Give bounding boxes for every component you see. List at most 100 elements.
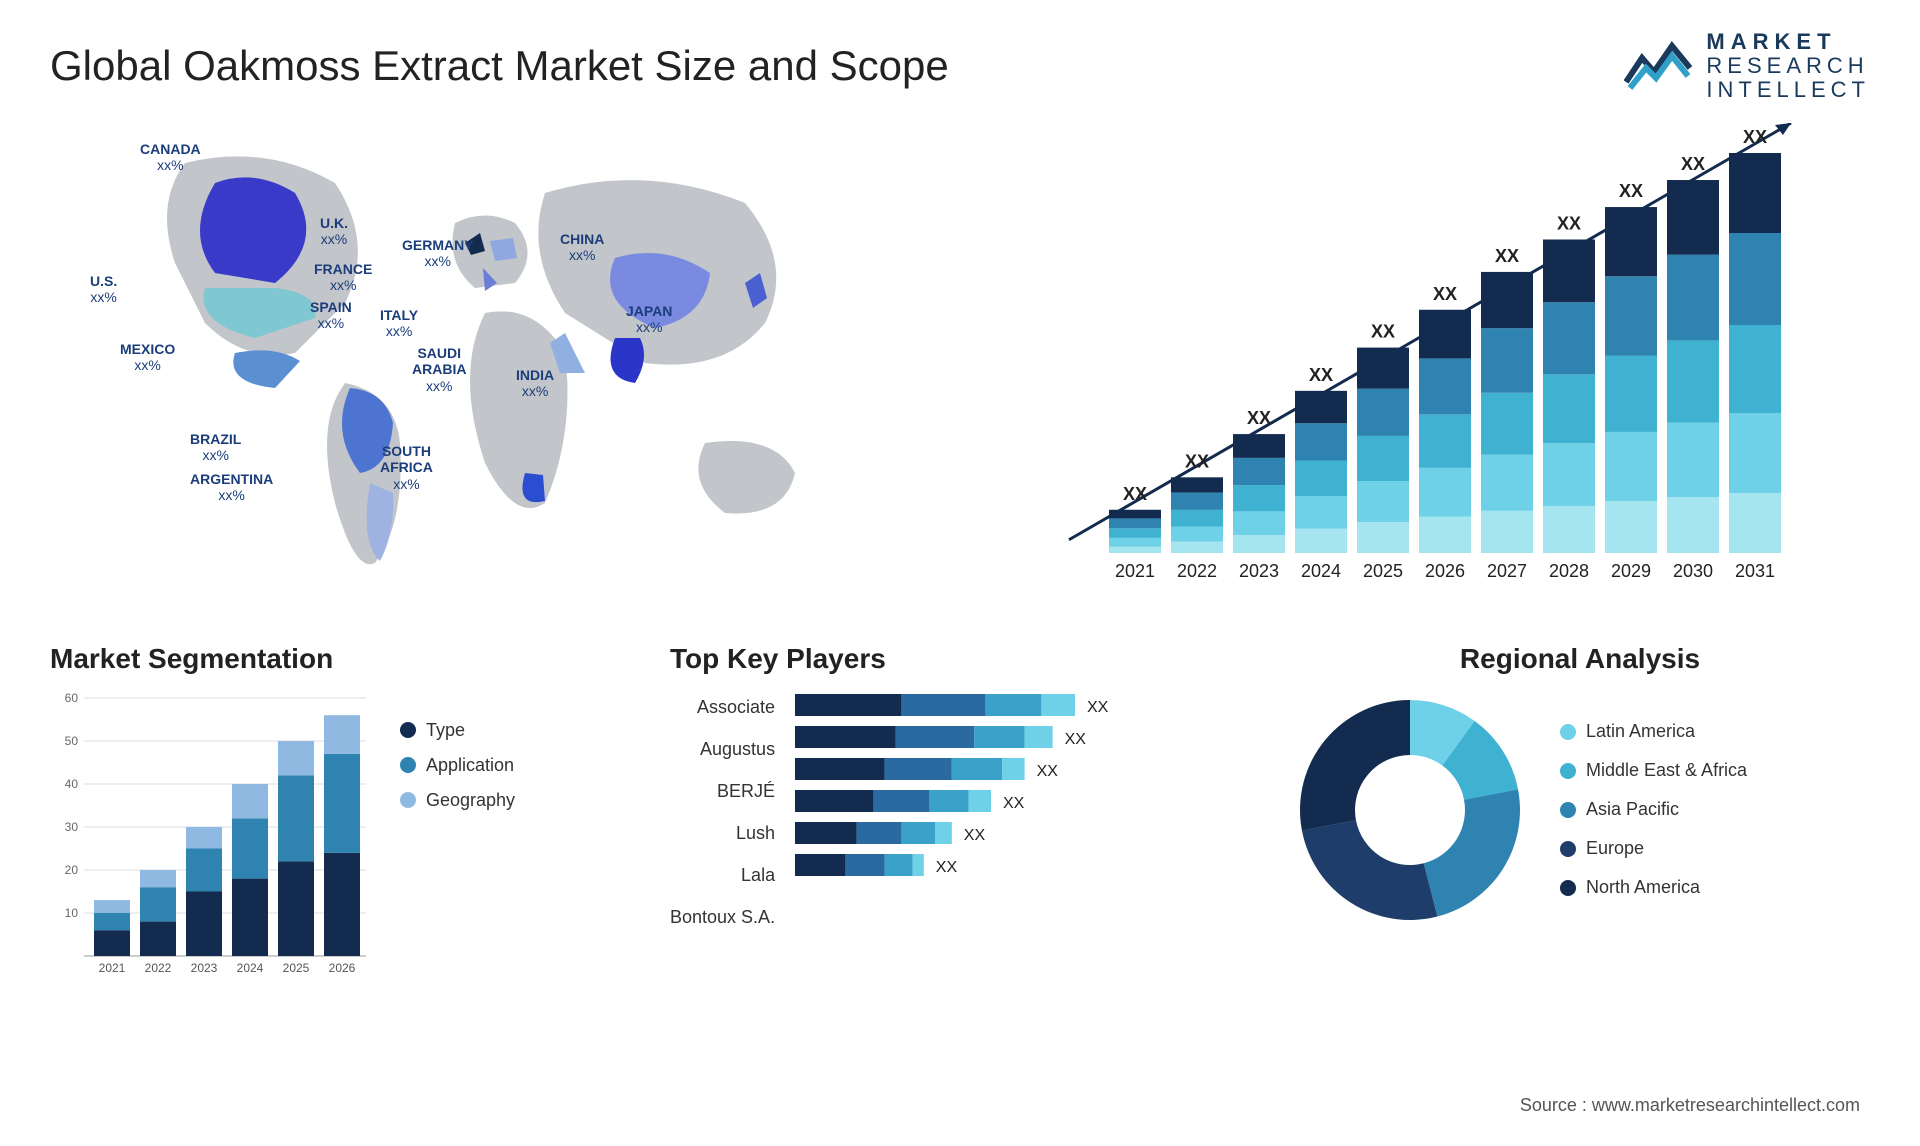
player-name: Lala (670, 860, 775, 892)
legend-label: Application (426, 755, 514, 776)
regional-body: Latin America Middle East & Africa Asia Pa… (1290, 690, 1870, 930)
player-name: BERJÉ (670, 776, 775, 808)
map-label-south-africa: SOUTHAFRICAxx% (380, 443, 433, 493)
legend-swatch (1560, 841, 1576, 857)
regional-title: Regional Analysis (1290, 643, 1870, 675)
bottom-row: Market Segmentation 10203040506020212022… (50, 643, 1870, 980)
svg-text:XX: XX (1087, 699, 1109, 716)
regional-legend-item: North America (1560, 877, 1747, 898)
brand-logo: MARKET RESEARCH INTELLECT (1624, 30, 1870, 103)
map-label-italy: ITALYxx% (380, 307, 418, 341)
key-players-title: Top Key Players (670, 643, 1250, 675)
legend-swatch (1560, 802, 1576, 818)
regional-legend-item: Asia Pacific (1560, 799, 1747, 820)
map-label-japan: JAPANxx% (626, 303, 672, 337)
svg-text:XX: XX (1495, 245, 1519, 265)
logo-line-1: MARKET (1706, 30, 1870, 54)
legend-swatch (400, 792, 416, 808)
svg-text:2028: 2028 (1549, 561, 1589, 581)
svg-text:2027: 2027 (1487, 561, 1527, 581)
growth-chart-panel: XX2021XX2022XX2023XX2024XX2025XX2026XX20… (980, 123, 1870, 603)
logo-line-3: INTELLECT (1706, 78, 1870, 102)
segmentation-chart: 102030405060202120222023202420252026 (50, 690, 370, 980)
legend-label: Middle East & Africa (1586, 760, 1747, 781)
world-map (50, 123, 940, 603)
map-label-france: FRANCExx% (314, 261, 372, 295)
regional-legend-item: Middle East & Africa (1560, 760, 1747, 781)
world-map-panel: CANADAxx% U.S.xx% MEXICOxx% BRAZILxx% ARGENT… (50, 123, 940, 603)
svg-text:2022: 2022 (1177, 561, 1217, 581)
player-name: Augustus (670, 734, 775, 766)
legend-swatch (400, 757, 416, 773)
segmentation-panel: Market Segmentation 10203040506020212022… (50, 643, 630, 980)
map-label-u-k-: U.K.xx% (320, 215, 348, 249)
regional-legend-item: Europe (1560, 838, 1747, 859)
map-label-saudi-arabia: SAUDIARABIAxx% (412, 345, 466, 395)
svg-text:XX: XX (1247, 408, 1271, 428)
svg-text:2030: 2030 (1673, 561, 1713, 581)
svg-text:XX: XX (1185, 451, 1209, 471)
player-name: Lush (670, 818, 775, 850)
svg-text:XX: XX (1743, 127, 1767, 147)
player-names: AssociateAugustusBERJÉLushLalaBontoux S.… (670, 690, 775, 934)
svg-text:60: 60 (65, 691, 79, 705)
svg-text:XX: XX (1123, 483, 1147, 503)
legend-swatch (1560, 880, 1576, 896)
svg-text:XX: XX (964, 827, 986, 844)
svg-text:2025: 2025 (283, 961, 310, 975)
svg-text:2024: 2024 (237, 961, 264, 975)
map-label-mexico: MEXICOxx% (120, 341, 175, 375)
svg-text:XX: XX (1003, 795, 1025, 812)
growth-chart: XX2021XX2022XX2023XX2024XX2025XX2026XX20… (980, 123, 1870, 603)
regional-legend-item: Latin America (1560, 721, 1747, 742)
regional-panel: Regional Analysis Latin America Middle Ea… (1290, 643, 1870, 980)
svg-text:30: 30 (65, 820, 79, 834)
svg-text:XX: XX (1065, 731, 1087, 748)
player-name: Associate (670, 692, 775, 724)
map-label-u-s-: U.S.xx% (90, 273, 117, 307)
legend-swatch (1560, 724, 1576, 740)
svg-text:XX: XX (1309, 364, 1333, 384)
svg-text:2023: 2023 (1239, 561, 1279, 581)
segmentation-legend: Type Application Geography (400, 720, 515, 980)
svg-text:XX: XX (1619, 181, 1643, 201)
segmentation-body: 102030405060202120222023202420252026 Typ… (50, 690, 630, 980)
map-label-canada: CANADAxx% (140, 141, 201, 175)
legend-label: Latin America (1586, 721, 1695, 742)
svg-text:2025: 2025 (1363, 561, 1403, 581)
segmentation-title: Market Segmentation (50, 643, 630, 675)
legend-label: Type (426, 720, 465, 741)
svg-text:2026: 2026 (1425, 561, 1465, 581)
map-label-brazil: BRAZILxx% (190, 431, 241, 465)
page-title: Global Oakmoss Extract Market Size and S… (50, 42, 949, 90)
legend-label: Asia Pacific (1586, 799, 1679, 820)
svg-text:2031: 2031 (1735, 561, 1775, 581)
source-text: Source : www.marketresearchintellect.com (1520, 1095, 1860, 1116)
key-players-body: AssociateAugustusBERJÉLushLalaBontoux S.… (670, 690, 1250, 934)
regional-legend: Latin America Middle East & Africa Asia Pa… (1560, 721, 1747, 898)
segmentation-legend-item: Application (400, 755, 515, 776)
svg-text:XX: XX (1433, 283, 1457, 303)
svg-text:2021: 2021 (1115, 561, 1155, 581)
legend-label: North America (1586, 877, 1700, 898)
map-label-germany: GERMANYxx% (402, 237, 474, 271)
svg-text:XX: XX (1037, 763, 1059, 780)
logo-line-2: RESEARCH (1706, 54, 1870, 78)
segmentation-legend-item: Geography (400, 790, 515, 811)
svg-text:XX: XX (1371, 321, 1395, 341)
svg-text:2026: 2026 (329, 961, 356, 975)
header: Global Oakmoss Extract Market Size and S… (50, 30, 1870, 103)
map-label-india: INDIAxx% (516, 367, 554, 401)
legend-swatch (400, 722, 416, 738)
logo-text: MARKET RESEARCH INTELLECT (1706, 30, 1870, 103)
top-row: CANADAxx% U.S.xx% MEXICOxx% BRAZILxx% ARGENT… (50, 123, 1870, 603)
svg-text:XX: XX (1681, 154, 1705, 174)
segmentation-legend-item: Type (400, 720, 515, 741)
svg-text:50: 50 (65, 734, 79, 748)
map-label-argentina: ARGENTINAxx% (190, 471, 273, 505)
svg-text:40: 40 (65, 777, 79, 791)
legend-label: Europe (1586, 838, 1644, 859)
map-label-spain: SPAINxx% (310, 299, 352, 333)
svg-text:20: 20 (65, 863, 79, 877)
svg-text:XX: XX (936, 859, 958, 876)
